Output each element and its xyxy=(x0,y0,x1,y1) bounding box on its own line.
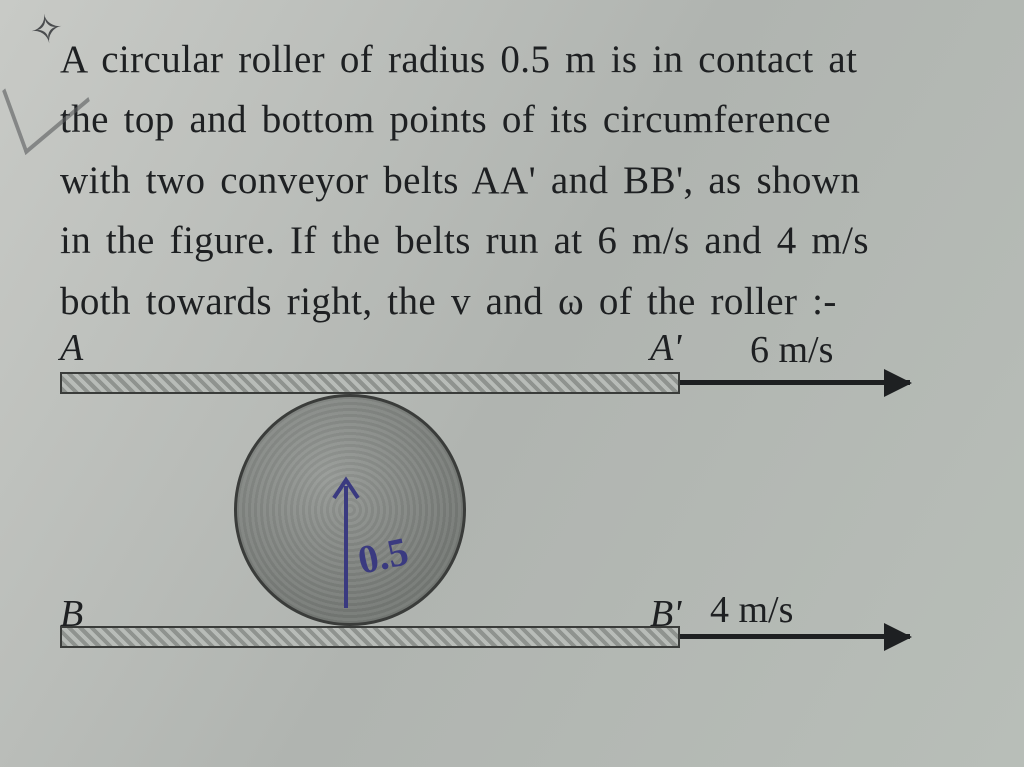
top-velocity: 6 m/s xyxy=(750,328,833,372)
problem-line-4: in the figure. If the belts run at 6 m/s… xyxy=(60,211,984,271)
top-belt xyxy=(60,372,680,394)
problem-statement: A circular roller of radius 0.5 m is in … xyxy=(60,30,984,332)
label-A: A xyxy=(60,326,83,370)
bottom-velocity: 4 m/s xyxy=(710,588,793,632)
figure-diagram: A A' 6 m/s 0.5 B B' 4 m/s xyxy=(60,336,920,676)
problem-line-5: both towards right, the v and ω of the r… xyxy=(60,272,984,332)
label-A-prime: A' xyxy=(650,326,681,370)
page-root: ✧ A circular roller of radius 0.5 m is i… xyxy=(0,0,1024,767)
problem-line-2: the top and bottom points of its circumf… xyxy=(60,90,984,150)
problem-line-1: A circular roller of radius 0.5 m is in … xyxy=(60,30,984,90)
top-arrow xyxy=(680,380,910,385)
problem-line-3: with two conveyor belts AA' and BB', as … xyxy=(60,151,984,211)
bottom-arrow xyxy=(680,634,910,639)
bottom-belt xyxy=(60,626,680,648)
